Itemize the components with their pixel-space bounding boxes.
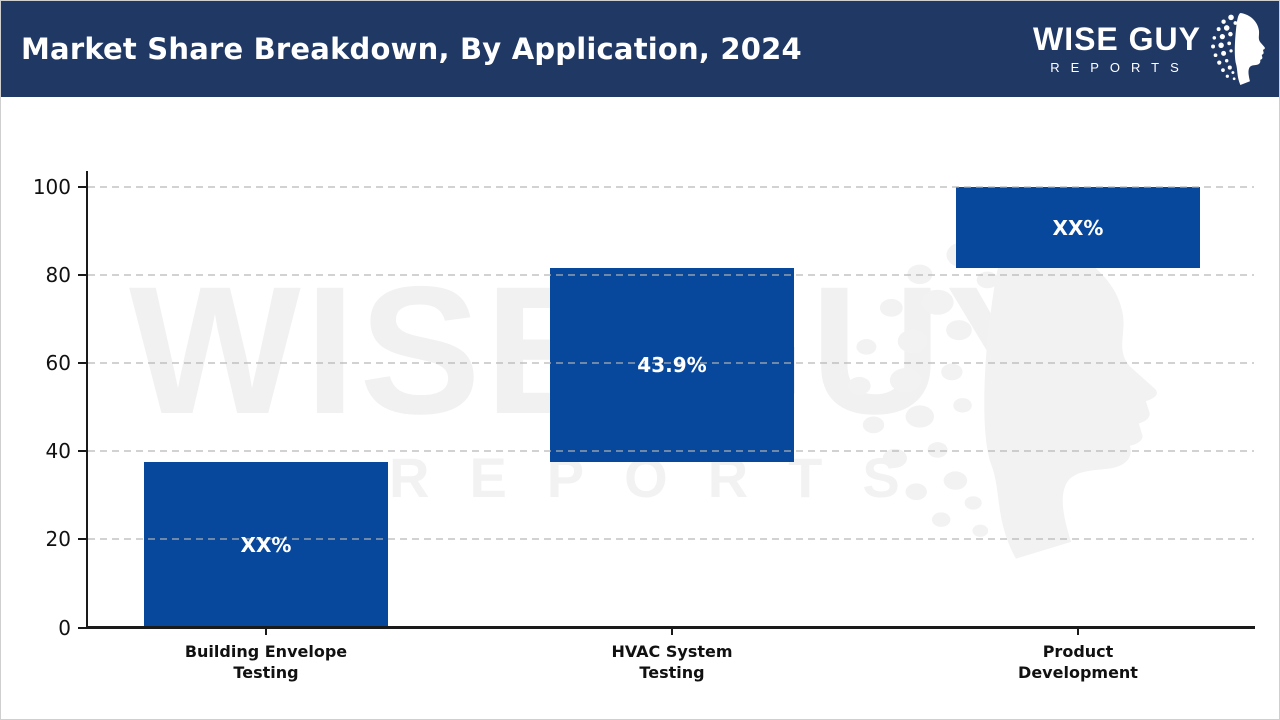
y-tick-mark: [78, 626, 86, 629]
logo-text: WISE GUY REPORTS: [1033, 23, 1201, 75]
gridline: [88, 450, 1254, 453]
y-tick-label: 100: [32, 175, 71, 199]
bar: [550, 268, 794, 462]
y-tick-label: 20: [45, 527, 71, 552]
x-tick-mark: [671, 629, 673, 635]
y-tick-mark: [78, 362, 86, 365]
gridline: [88, 274, 1254, 277]
y-tick-label: 0: [58, 615, 71, 640]
bar-value-label: XX%: [1052, 215, 1104, 240]
logo-subtext: REPORTS: [1050, 60, 1190, 75]
chart-title: Market Share Breakdown, By Application, …: [21, 32, 802, 66]
bar-value-label: XX%: [240, 532, 292, 557]
y-tick-mark: [78, 274, 86, 277]
y-tick-label: 80: [45, 263, 71, 288]
x-category-label-line: Testing: [639, 663, 705, 682]
bar-value-label: 43.9%: [637, 353, 707, 378]
gridline: [88, 186, 1254, 188]
y-tick-label: 60: [45, 351, 71, 376]
x-tick-mark: [1077, 629, 1079, 635]
x-tick-mark: [265, 629, 267, 635]
wiseguy-logo: WISE GUY REPORTS: [1033, 10, 1267, 88]
x-category-label-line: Development: [1018, 663, 1138, 682]
gridline: [88, 362, 1254, 365]
x-category-label: Building Envelope Testing: [106, 641, 426, 683]
x-axis-line: [86, 626, 1255, 629]
gridline: [88, 538, 1254, 541]
logo-wordmark: WISE GUY: [1032, 21, 1201, 57]
logo-head-icon: [1211, 13, 1265, 85]
y-tick-mark: [78, 538, 86, 541]
bar: [144, 461, 388, 628]
x-category-label-line: HVAC System: [611, 642, 733, 661]
y-axis-line: [86, 171, 88, 629]
x-category-label: HVAC System Testing: [512, 641, 832, 683]
y-tick-mark: [78, 450, 86, 453]
x-category-label-line: Testing: [233, 663, 299, 682]
y-tick-mark: [78, 186, 86, 188]
x-category-label-line: Building Envelope: [184, 642, 348, 661]
x-category-label: Product Development: [918, 641, 1238, 683]
x-category-label-line: Product: [1042, 642, 1114, 661]
y-tick-label: 40: [45, 439, 71, 464]
header-bar: Market Share Breakdown, By Application, …: [1, 1, 1279, 97]
